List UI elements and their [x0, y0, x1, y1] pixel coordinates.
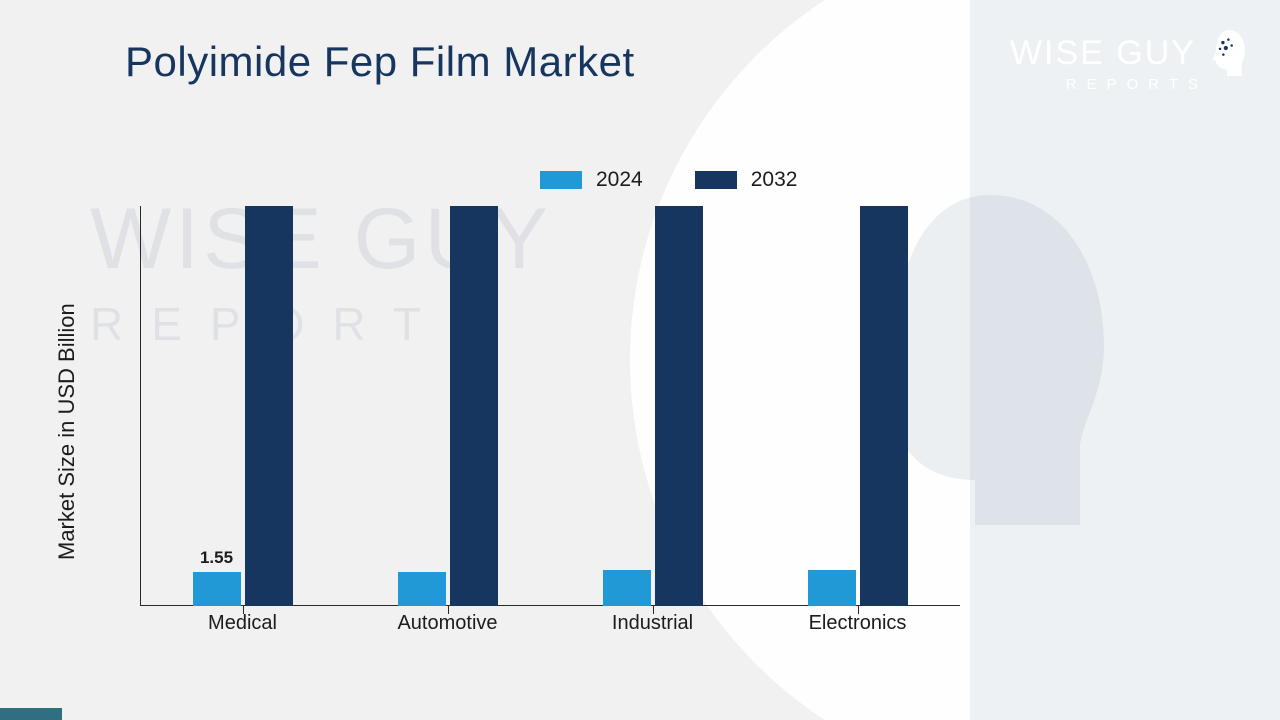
legend: 2024 2032	[540, 168, 797, 192]
logo-head-icon	[1200, 28, 1250, 78]
x-tick-label: Industrial	[573, 612, 733, 635]
logo-sub-text: REPORTS	[1010, 76, 1208, 93]
brand-logo: WISE GUY REPORTS	[1010, 28, 1250, 93]
plot-area: MedicalAutomotiveIndustrialElectronics1.…	[140, 206, 960, 606]
bar-2032-automotive	[450, 206, 498, 606]
logo-main-text: WISE GUY	[1010, 34, 1196, 73]
y-axis-line	[140, 206, 141, 606]
bar-2024-industrial	[603, 570, 651, 606]
legend-swatch-2032	[695, 171, 737, 189]
x-tick-label: Medical	[163, 612, 323, 635]
bar-2032-electronics	[860, 206, 908, 606]
bar-2024-medical	[193, 572, 241, 606]
legend-label-2024: 2024	[596, 168, 643, 192]
bar-2032-industrial	[655, 206, 703, 606]
x-tick-label: Automotive	[368, 612, 528, 635]
legend-label-2032: 2032	[751, 168, 798, 192]
bar-2032-medical	[245, 206, 293, 606]
logo-main-row: WISE GUY	[1010, 28, 1250, 78]
x-tick	[858, 606, 859, 614]
x-tick	[653, 606, 654, 614]
bar-value-label: 1.55	[187, 548, 247, 568]
chart-title: Polyimide Fep Film Market	[125, 38, 635, 86]
legend-swatch-2024	[540, 171, 582, 189]
y-axis-label: Market Size in USD Billion	[54, 303, 80, 560]
legend-item-2032: 2032	[695, 168, 798, 192]
bottom-accent-bar	[0, 708, 62, 720]
x-tick-label: Electronics	[778, 612, 938, 635]
x-tick	[448, 606, 449, 614]
bar-2024-automotive	[398, 572, 446, 606]
bar-2024-electronics	[808, 570, 856, 606]
chart-canvas: WISE GUY REPORTS Polyimide Fep Film Mark…	[0, 0, 1280, 720]
x-tick	[243, 606, 244, 614]
legend-item-2024: 2024	[540, 168, 643, 192]
